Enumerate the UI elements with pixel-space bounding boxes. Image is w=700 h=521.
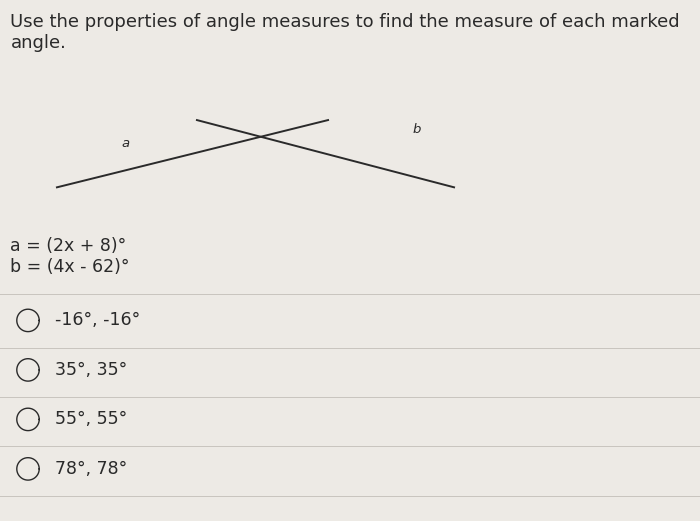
Text: 35°, 35°: 35°, 35° xyxy=(55,361,127,379)
Text: 55°, 55°: 55°, 55° xyxy=(55,411,127,428)
Text: angle.: angle. xyxy=(10,34,66,52)
Text: b = (4x - 62)°: b = (4x - 62)° xyxy=(10,258,130,276)
Text: 78°, 78°: 78°, 78° xyxy=(55,460,127,478)
Text: -16°, -16°: -16°, -16° xyxy=(55,312,140,329)
Text: a: a xyxy=(122,137,130,150)
Text: Use the properties of angle measures to find the measure of each marked: Use the properties of angle measures to … xyxy=(10,13,680,31)
Text: b: b xyxy=(412,123,421,135)
Text: a = (2x + 8)°: a = (2x + 8)° xyxy=(10,237,127,255)
